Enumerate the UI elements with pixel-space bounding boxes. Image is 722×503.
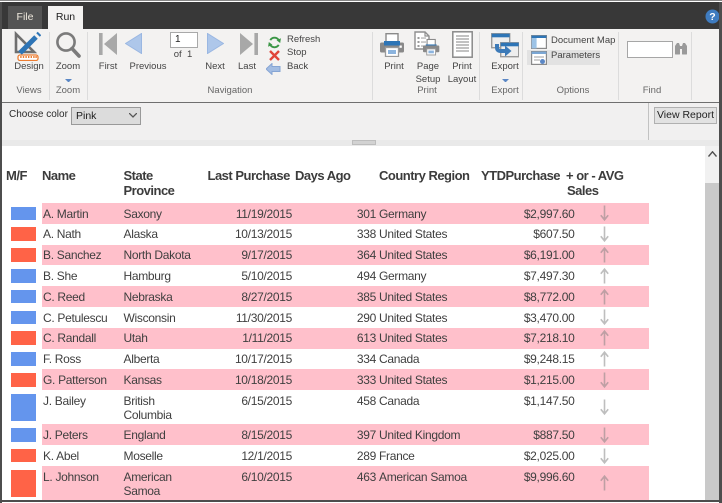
- svg-text:?: ?: [709, 11, 715, 23]
